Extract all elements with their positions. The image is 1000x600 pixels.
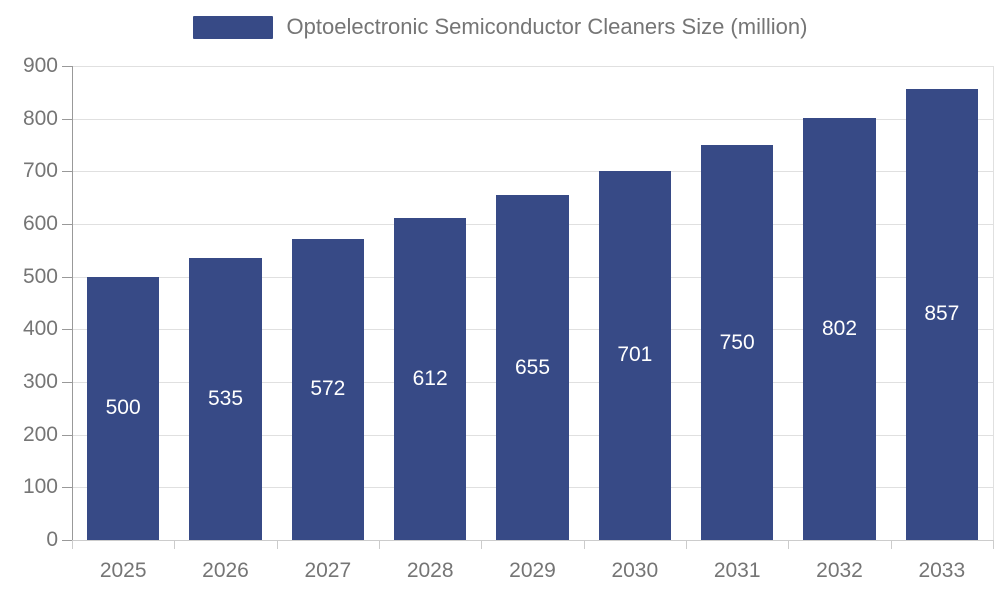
y-axis-label: 600: [22, 212, 58, 235]
x-tick: [686, 540, 687, 549]
x-tick: [788, 540, 790, 549]
bar-value-label: 701: [617, 343, 653, 367]
x-axis-label: 2030: [611, 559, 659, 582]
x-axis-label: 2029: [509, 559, 556, 582]
legend-label: Optoelectronic Semiconductor Cleaners Si…: [286, 14, 808, 39]
plot-right-border: [993, 66, 994, 540]
y-tick: [62, 119, 72, 120]
y-gridline: [72, 540, 993, 541]
y-tick: [62, 382, 72, 383]
bar-value-label: 655: [515, 355, 551, 379]
bar-2026[interactable]: 535: [189, 258, 262, 540]
y-axis-label: 800: [22, 107, 58, 130]
y-axis-label: 0: [46, 528, 58, 551]
bar-2033[interactable]: 857: [905, 88, 979, 540]
y-tick: [62, 277, 72, 278]
y-axis-label: 300: [22, 370, 58, 393]
y-axis-label: 500: [22, 265, 58, 288]
bar-2027[interactable]: 572: [291, 238, 365, 540]
bar-value-label: 750: [719, 330, 755, 354]
y-gridline: [72, 66, 993, 67]
bar-2032[interactable]: 802: [803, 117, 876, 540]
y-gridline: [72, 171, 993, 172]
y-axis-label: 100: [22, 475, 58, 498]
bar-value-label: 857: [924, 302, 960, 326]
bar-2028[interactable]: 612: [393, 217, 467, 540]
x-axis-label: 2025: [99, 559, 147, 582]
y-tick: [62, 171, 72, 172]
x-tick: [174, 540, 176, 549]
legend[interactable]: Optoelectronic Semiconductor Cleaners Si…: [0, 14, 1000, 40]
x-axis-label: 2028: [406, 559, 454, 582]
y-axis-line: [72, 66, 73, 549]
bar-2030[interactable]: 701: [598, 170, 672, 540]
x-axis-label: 2027: [304, 559, 352, 582]
bar-value-label: 500: [105, 396, 141, 420]
y-tick: [62, 224, 72, 225]
y-axis-label: 900: [22, 54, 58, 77]
bar-2029[interactable]: 655: [496, 195, 569, 540]
x-axis-label: 2026: [202, 559, 249, 582]
x-tick: [890, 540, 892, 549]
x-tick: [276, 540, 278, 549]
bar-value-label: 612: [412, 366, 448, 390]
y-axis-label: 400: [22, 317, 58, 340]
y-axis-label: 200: [22, 423, 58, 446]
x-axis-label: 2033: [918, 559, 966, 582]
x-tick: [583, 540, 585, 549]
bar-2025[interactable]: 500: [86, 276, 160, 540]
y-tick: [62, 329, 72, 330]
legend-swatch: [192, 15, 273, 39]
bar-2031[interactable]: 750: [700, 145, 774, 540]
y-gridline: [72, 119, 993, 120]
bar-value-label: 572: [310, 377, 346, 401]
bar-value-label: 535: [208, 387, 244, 411]
x-axis-label: 2032: [816, 559, 863, 582]
x-tick: [72, 540, 73, 549]
y-tick: [62, 435, 72, 436]
x-tick: [379, 540, 380, 549]
y-tick: [62, 487, 72, 488]
bar-value-label: 802: [822, 316, 858, 340]
y-tick: [62, 540, 72, 541]
y-axis-label: 700: [22, 159, 58, 182]
x-axis-label: 2031: [713, 559, 761, 582]
x-tick: [993, 540, 994, 549]
y-tick: [62, 66, 72, 67]
x-tick: [481, 540, 483, 549]
